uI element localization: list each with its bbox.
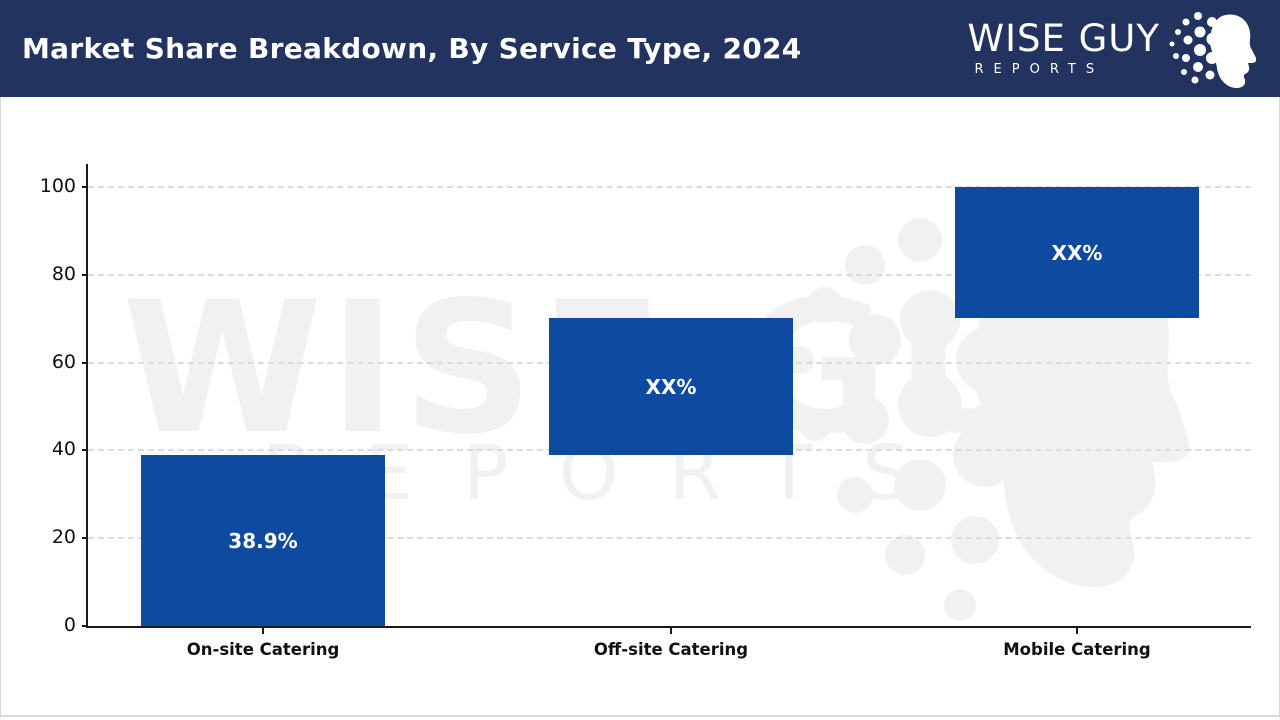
y-tick-label: 100 (39, 175, 76, 197)
frame-border-bottom (0, 715, 1280, 717)
x-category-label: Mobile Catering (1003, 640, 1151, 659)
y-tick-mark (82, 449, 88, 452)
x-category-label: Off-site Catering (593, 640, 749, 659)
y-tick-mark (82, 186, 88, 188)
bar-value-label: XX% (1051, 240, 1103, 265)
brand-logo: WISE GUY REPORTS (968, 10, 1256, 88)
bar-value-label: XX% (645, 374, 697, 399)
y-tick-label: 20 (51, 526, 76, 549)
y-tick-mark (82, 273, 88, 276)
x-tick-mark (670, 628, 672, 634)
bar-segment: XX% (955, 187, 1199, 319)
y-tick-label: 60 (51, 350, 76, 373)
brand-subname: REPORTS (974, 62, 1105, 77)
bar-segment: XX% (549, 318, 793, 456)
y-tick-label: 40 (51, 438, 76, 461)
y-axis-spine (86, 164, 88, 628)
x-tick-mark (262, 628, 264, 634)
bar-segment: 38.9% (141, 455, 385, 626)
brand-name: WISE GUY (967, 17, 1160, 60)
frame-border-left (0, 97, 1, 718)
header-band: Market Share Breakdown, By Service Type,… (0, 0, 1280, 97)
x-tick-mark (1076, 628, 1078, 634)
y-tick-mark (82, 537, 88, 540)
y-tick-mark (82, 361, 88, 364)
bar-value-label: 38.9% (228, 528, 298, 553)
gridline (88, 273, 1251, 276)
y-tick-mark (82, 625, 88, 627)
dotted-head-icon (1169, 11, 1256, 88)
brand-logo-text: WISE GUY REPORTS (968, 20, 1160, 77)
y-tick-label: 0 (63, 614, 76, 636)
page-title: Market Share Breakdown, By Service Type,… (22, 32, 802, 65)
x-category-label: On-site Catering (186, 640, 340, 659)
gridline (88, 537, 1251, 540)
y-tick-label: 80 (51, 262, 76, 285)
gridline (88, 186, 1251, 188)
x-axis-spine (86, 626, 1251, 628)
